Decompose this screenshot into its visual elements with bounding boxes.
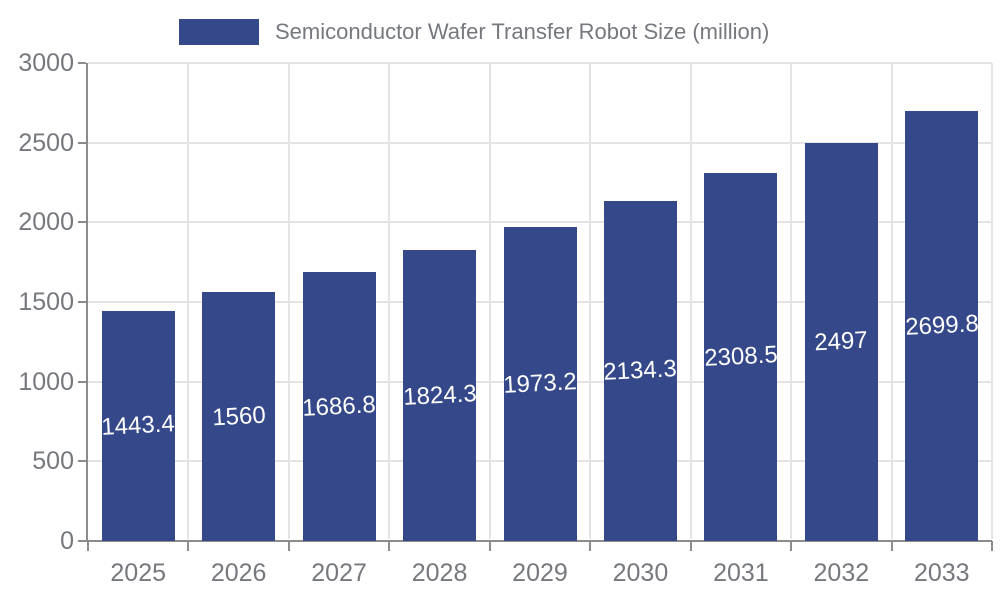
- x-axis-label-2033: 2033: [913, 559, 970, 587]
- x-axis-tick: [87, 541, 89, 551]
- gridline-v: [890, 63, 893, 539]
- legend-swatch: [179, 19, 259, 45]
- y-axis-tick-label: 1000: [18, 367, 74, 396]
- legend-label: Semiconductor Wafer Transfer Robot Size …: [275, 19, 770, 44]
- x-axis-tick: [589, 541, 592, 551]
- x-axis-label-2032: 2032: [813, 559, 870, 587]
- gridline-v: [589, 63, 592, 539]
- y-axis-tick-label: 2000: [18, 208, 74, 237]
- y-axis-tick-label: 0: [60, 527, 74, 555]
- gridline-v: [287, 63, 290, 539]
- bar-2031[interactable]: [704, 173, 778, 541]
- gridline-h: [88, 221, 992, 224]
- bar-2027[interactable]: [302, 272, 376, 541]
- x-axis-label-2028: 2028: [411, 559, 468, 587]
- y-axis-tick: [78, 540, 86, 542]
- x-axis-tick: [187, 541, 190, 551]
- y-axis-tick-label: 1500: [18, 288, 74, 316]
- bar-2029[interactable]: [503, 226, 577, 541]
- x-axis-tick: [790, 541, 793, 551]
- legend[interactable]: Semiconductor Wafer Transfer Robot Size …: [179, 19, 769, 45]
- gridline-h: [88, 62, 992, 64]
- x-axis-tick: [890, 541, 893, 551]
- y-axis-tick: [78, 301, 86, 303]
- bar-2025[interactable]: [101, 311, 175, 541]
- gridline-v: [689, 63, 692, 539]
- x-axis-label-2026: 2026: [210, 559, 267, 587]
- y-axis-tick: [78, 380, 86, 383]
- bar-2030[interactable]: [603, 200, 677, 541]
- x-axis-label-2031: 2031: [713, 559, 769, 587]
- x-axis-tick: [991, 541, 993, 551]
- x-axis-tick: [689, 541, 692, 551]
- x-axis-tick: [287, 541, 290, 551]
- x-axis-label-2029: 2029: [512, 559, 568, 587]
- y-axis-tick: [78, 62, 86, 64]
- y-axis-tick: [78, 221, 86, 224]
- y-axis-line: [86, 63, 88, 541]
- gridline-h: [88, 141, 992, 144]
- bar-2032[interactable]: [804, 143, 878, 541]
- x-axis-label-2030: 2030: [612, 559, 669, 587]
- x-axis-label-2025: 2025: [110, 559, 167, 587]
- y-axis-tick-label: 2500: [18, 128, 74, 157]
- x-axis-label-2027: 2027: [311, 559, 367, 587]
- gridline-v: [790, 63, 793, 539]
- y-axis-tick-label: 500: [32, 447, 74, 476]
- y-axis-tick: [78, 141, 86, 144]
- gridline-v: [388, 63, 391, 539]
- x-axis-line: [86, 540, 992, 542]
- y-axis-tick-label: 3000: [18, 49, 74, 77]
- x-axis-tick: [488, 541, 491, 551]
- gridline-v: [991, 63, 993, 539]
- bar-value-label: 2699.8: [904, 310, 980, 341]
- bar-2026[interactable]: [202, 292, 276, 541]
- x-axis-tick: [388, 541, 391, 551]
- gridline-v: [488, 63, 491, 539]
- bar-2033[interactable]: [905, 110, 979, 541]
- gridline-v: [187, 63, 190, 539]
- bar-2028[interactable]: [403, 250, 477, 541]
- y-axis-tick: [78, 460, 86, 463]
